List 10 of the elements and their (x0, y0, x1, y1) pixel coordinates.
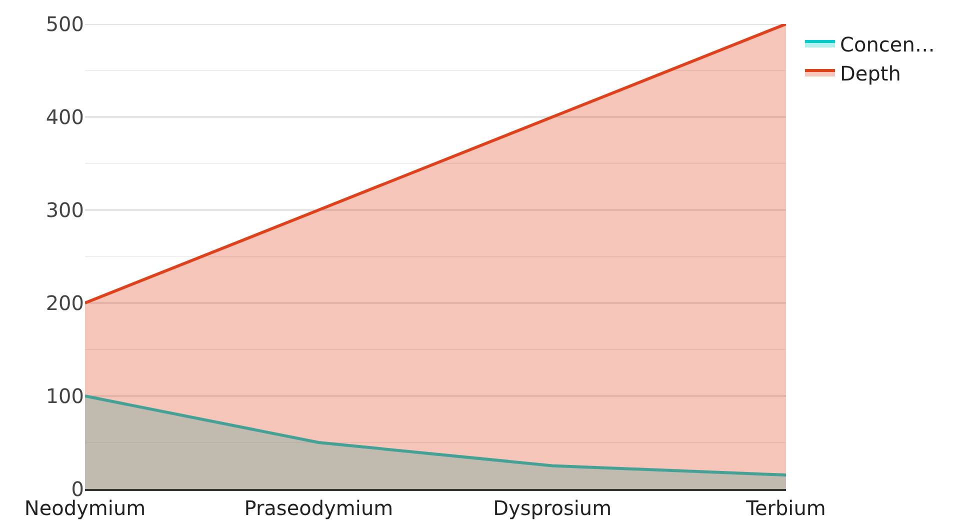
x-tick-label: Terbium (745, 496, 826, 520)
y-tick-label: 400 (46, 105, 84, 129)
y-tick-label: 500 (46, 12, 84, 36)
x-tick-label: Dysprosium (493, 496, 612, 520)
y-tick-label: 300 (46, 198, 84, 222)
y-tick-label: 200 (46, 291, 84, 315)
legend-label: Concen… (840, 32, 935, 56)
y-tick-label: 100 (46, 384, 84, 408)
legend-label: Depth (840, 61, 901, 86)
x-tick-label: Praseodymium (244, 496, 394, 520)
